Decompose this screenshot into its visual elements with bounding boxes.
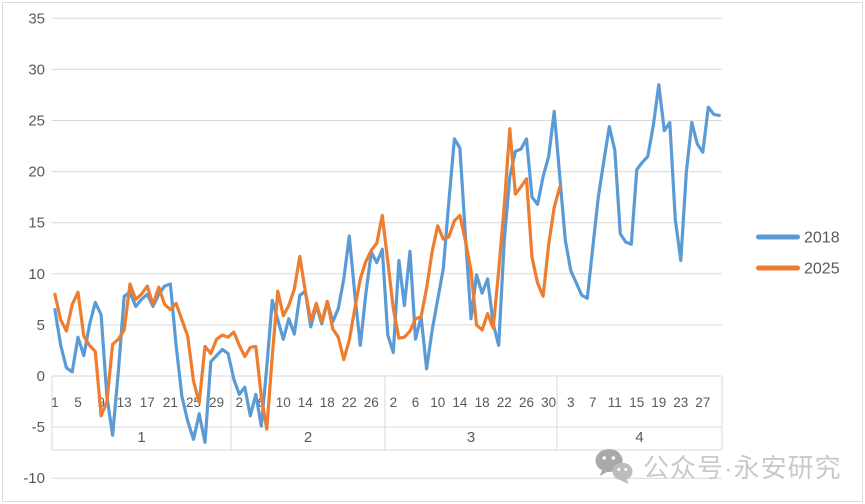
series-line-2025 <box>53 127 562 431</box>
day-tick-label: 2 <box>235 395 243 410</box>
day-tick-label: 23 <box>673 395 688 410</box>
day-tick-label: 14 <box>298 395 314 410</box>
day-tick-label: 26 <box>519 395 534 410</box>
y-axis-tick-label: 20 <box>28 164 45 181</box>
day-tick-label: 13 <box>117 395 132 410</box>
day-tick-label: 18 <box>320 395 335 410</box>
day-tick-label: 30 <box>541 395 556 410</box>
month-label: 2 <box>304 429 312 446</box>
day-tick-label: 14 <box>452 395 468 410</box>
day-tick-label: 1 <box>51 395 59 410</box>
day-tick-label: 2 <box>390 395 398 410</box>
day-tick-label: 29 <box>209 395 224 410</box>
day-tick-label: 18 <box>475 395 490 410</box>
day-tick-label: 15 <box>629 395 644 410</box>
y-axis-tick-label: 30 <box>28 61 45 78</box>
y-axis-tick-label: 0 <box>37 368 45 385</box>
legend-label-2025: 2025 <box>804 261 840 278</box>
month-label: 1 <box>137 429 145 446</box>
month-label: 3 <box>467 429 475 446</box>
y-axis-tick-label: 35 <box>28 10 45 27</box>
day-tick-label: 3 <box>567 395 575 410</box>
y-axis-tick-label: 10 <box>28 266 45 283</box>
y-axis-tick-label: -10 <box>23 470 45 487</box>
month-label: 4 <box>635 429 643 446</box>
day-tick-label: 17 <box>140 395 155 410</box>
day-tick-label: 11 <box>608 395 622 410</box>
series-line-2018 <box>53 83 721 444</box>
day-tick-label: 22 <box>342 395 357 410</box>
day-tick-label: 7 <box>589 395 597 410</box>
day-tick-label: 19 <box>651 395 666 410</box>
day-tick-label: 27 <box>695 395 710 410</box>
day-tick-label: 10 <box>430 395 445 410</box>
day-tick-label: 5 <box>74 395 82 410</box>
y-axis-tick-label: 15 <box>28 215 45 232</box>
day-tick-label: 6 <box>412 395 420 410</box>
y-axis-tick-label: -5 <box>32 419 45 436</box>
day-tick-label: 10 <box>276 395 291 410</box>
day-tick-label: 21 <box>163 395 178 410</box>
legend-label-2018: 2018 <box>804 230 840 247</box>
y-axis-tick-label: 25 <box>28 113 45 130</box>
y-axis-tick-label: 5 <box>37 317 45 334</box>
day-tick-label: 26 <box>364 395 379 410</box>
legend-swatch-2018 <box>756 234 800 240</box>
legend-swatch-2025 <box>756 265 800 271</box>
day-tick-label: 22 <box>497 395 512 410</box>
